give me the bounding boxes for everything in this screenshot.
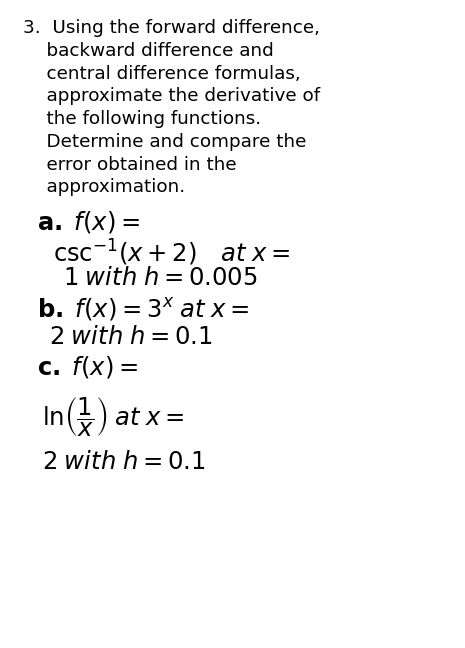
- Text: $\mathrm{csc}^{-1}(x + 2) \quad at\; x = $: $\mathrm{csc}^{-1}(x + 2) \quad at\; x =…: [53, 238, 291, 268]
- Text: $\mathbf{b.}\; f(x) = 3^x \; at\; x = $: $\mathbf{b.}\; f(x) = 3^x \; at\; x = $: [37, 296, 249, 323]
- Text: $2 \; with \; h = 0.1$: $2 \; with \; h = 0.1$: [42, 450, 205, 474]
- Text: $\mathbf{a.}\; f(x) = $: $\mathbf{a.}\; f(x) = $: [37, 209, 140, 235]
- Text: central difference formulas,: central difference formulas,: [23, 65, 301, 83]
- Text: Determine and compare the: Determine and compare the: [23, 133, 306, 151]
- Text: approximate the derivative of: approximate the derivative of: [23, 87, 320, 106]
- Text: backward difference and: backward difference and: [23, 42, 274, 60]
- Text: $\mathbf{c.}\; f(x) = $: $\mathbf{c.}\; f(x) = $: [37, 354, 139, 380]
- Text: $\ln\!\left(\dfrac{1}{x}\right) \; at\; x = $: $\ln\!\left(\dfrac{1}{x}\right) \; at\; …: [42, 395, 184, 439]
- Text: $1 \; with \; h = 0.005$: $1 \; with \; h = 0.005$: [63, 266, 257, 290]
- Text: the following functions.: the following functions.: [23, 110, 261, 128]
- Text: 3.  Using the forward difference,: 3. Using the forward difference,: [23, 19, 320, 38]
- Text: error obtained in the: error obtained in the: [23, 156, 237, 174]
- Text: approximation.: approximation.: [23, 178, 186, 196]
- Text: $2 \; with \; h = 0.1$: $2 \; with \; h = 0.1$: [49, 325, 212, 349]
